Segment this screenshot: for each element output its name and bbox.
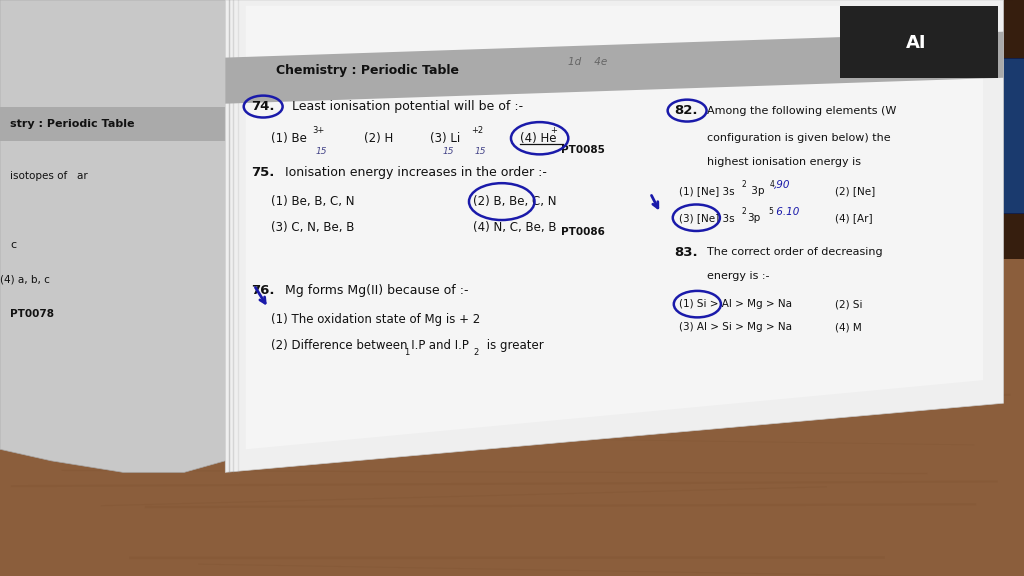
Text: 2: 2: [741, 207, 746, 216]
Text: 15: 15: [315, 147, 327, 156]
Text: Chemistry : Periodic Table: Chemistry : Periodic Table: [276, 64, 460, 77]
Text: Least ionisation potential will be of :-: Least ionisation potential will be of :-: [292, 100, 523, 113]
Text: 2: 2: [473, 348, 478, 357]
Text: (4) [Ar]: (4) [Ar]: [835, 213, 872, 223]
Polygon shape: [225, 0, 1004, 472]
Text: 75.: 75.: [251, 166, 274, 179]
Text: 1d    4e: 1d 4e: [568, 56, 607, 66]
Text: 15: 15: [474, 147, 485, 156]
Text: (2) Si: (2) Si: [835, 299, 862, 309]
Text: (4) He: (4) He: [520, 132, 557, 145]
Text: 82.: 82.: [674, 104, 697, 117]
Text: (2) H: (2) H: [364, 132, 393, 145]
Text: 15: 15: [442, 147, 454, 156]
Text: The correct order of decreasing: The correct order of decreasing: [707, 247, 883, 257]
Text: 5: 5: [768, 207, 773, 216]
Text: (1) [Ne] 3s: (1) [Ne] 3s: [679, 186, 734, 196]
Text: c: c: [10, 240, 16, 249]
Text: and I.P: and I.P: [425, 339, 469, 352]
Text: (2) B, Be, C, N: (2) B, Be, C, N: [473, 195, 557, 208]
Text: (1) Si > Al > Mg > Na: (1) Si > Al > Mg > Na: [679, 299, 792, 309]
Text: (1) The oxidation state of Mg is + 2: (1) The oxidation state of Mg is + 2: [271, 313, 480, 326]
Polygon shape: [0, 107, 256, 141]
Text: (4) N, C, Be, B: (4) N, C, Be, B: [473, 221, 557, 234]
Text: (3) Al > Si > Mg > Na: (3) Al > Si > Mg > Na: [679, 322, 792, 332]
Polygon shape: [840, 6, 998, 78]
Text: (4) a, b, c: (4) a, b, c: [0, 274, 50, 284]
Text: 2: 2: [741, 180, 746, 190]
Text: (2) Difference between I.P: (2) Difference between I.P: [271, 339, 426, 352]
Text: PT0086: PT0086: [561, 227, 605, 237]
Text: is greater: is greater: [483, 339, 544, 352]
Text: 3+: 3+: [312, 126, 325, 135]
Text: energy is :-: energy is :-: [707, 271, 769, 282]
Text: isotopes of   ar: isotopes of ar: [10, 170, 88, 180]
Text: 74.: 74.: [251, 100, 274, 113]
Polygon shape: [246, 6, 983, 449]
Text: ,90: ,90: [774, 180, 791, 190]
Text: 3p: 3p: [748, 213, 761, 223]
Text: Mg forms Mg(II) because of :-: Mg forms Mg(II) because of :-: [285, 285, 468, 297]
Text: 4: 4: [770, 180, 775, 190]
Polygon shape: [758, 75, 881, 161]
Polygon shape: [0, 0, 256, 472]
Text: (1) Be: (1) Be: [271, 132, 307, 145]
Text: (3) [Ne] 3s: (3) [Ne] 3s: [679, 213, 734, 223]
Text: 3p: 3p: [748, 186, 764, 196]
Text: 1: 1: [404, 348, 410, 357]
Text: +2: +2: [471, 126, 483, 135]
Text: 76.: 76.: [251, 285, 274, 297]
Text: +: +: [550, 126, 557, 135]
Text: 6.10: 6.10: [773, 207, 800, 217]
Polygon shape: [225, 32, 1004, 104]
Text: PT0085: PT0085: [561, 145, 605, 154]
Polygon shape: [891, 58, 1024, 213]
Text: 83.: 83.: [674, 246, 697, 259]
Text: Among the following elements (W: Among the following elements (W: [707, 105, 896, 116]
Text: (1) Be, B, C, N: (1) Be, B, C, N: [271, 195, 355, 208]
Text: AI: AI: [906, 34, 927, 52]
Text: configuration is given below) the: configuration is given below) the: [707, 133, 890, 143]
Text: Ionisation energy increases in the order :-: Ionisation energy increases in the order…: [285, 166, 547, 179]
Text: (4) M: (4) M: [835, 322, 861, 332]
Text: (3) Li: (3) Li: [430, 132, 461, 145]
Text: PT0078: PT0078: [10, 309, 54, 319]
Text: (3) C, N, Be, B: (3) C, N, Be, B: [271, 221, 354, 234]
Polygon shape: [768, 0, 1024, 259]
Text: highest ionisation energy is: highest ionisation energy is: [707, 157, 860, 168]
Text: (2) [Ne]: (2) [Ne]: [835, 186, 874, 196]
Text: stry : Periodic Table: stry : Periodic Table: [10, 119, 135, 130]
